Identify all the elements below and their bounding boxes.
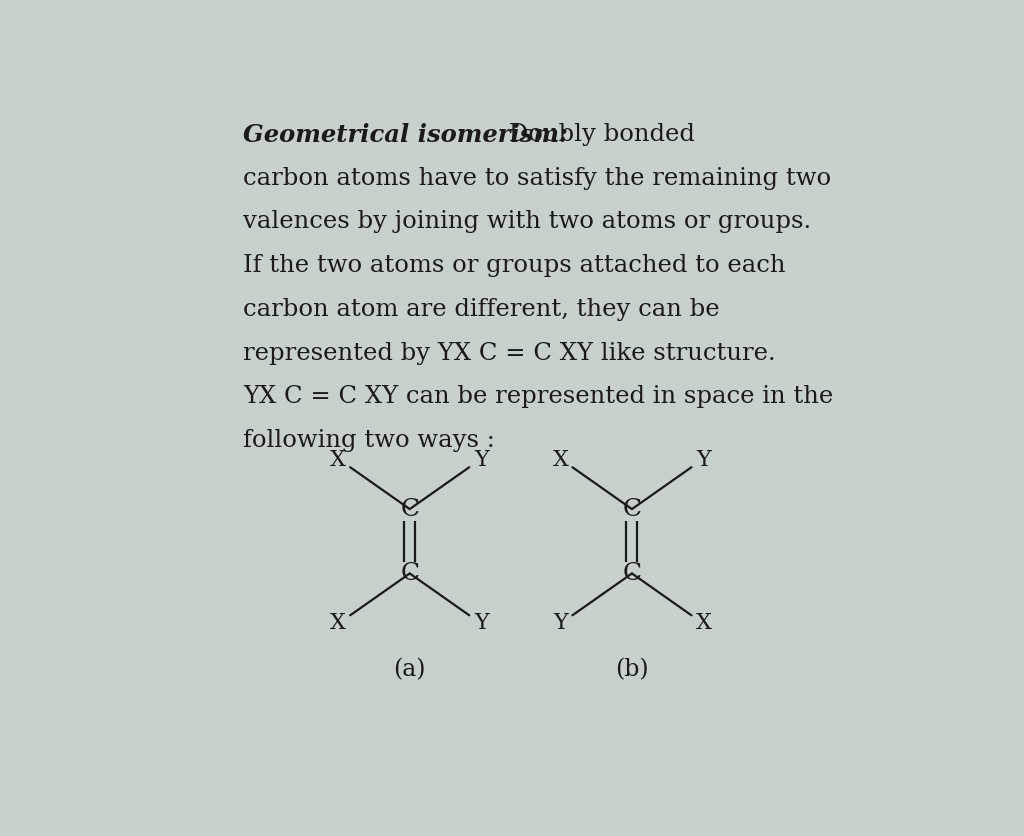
Text: carbon atoms have to satisfy the remaining two: carbon atoms have to satisfy the remaini…: [243, 166, 831, 190]
Text: Geometrical isomerism:: Geometrical isomerism:: [243, 123, 568, 147]
Text: X: X: [695, 612, 712, 634]
Text: carbon atom are different, they can be: carbon atom are different, they can be: [243, 298, 720, 321]
Text: valences by joining with two atoms or groups.: valences by joining with two atoms or gr…: [243, 211, 811, 233]
Text: Y: Y: [553, 612, 568, 634]
Text: represented by YX C = C XY like structure.: represented by YX C = C XY like structur…: [243, 342, 776, 364]
Text: C: C: [400, 562, 419, 585]
Text: C: C: [623, 562, 641, 585]
Text: (a): (a): [393, 659, 426, 681]
Text: Y: Y: [474, 449, 488, 471]
Text: X: X: [553, 449, 568, 471]
Text: Doubly bonded: Doubly bonded: [501, 123, 695, 145]
Text: X: X: [331, 449, 346, 471]
Text: following two ways :: following two ways :: [243, 429, 495, 452]
Text: (b): (b): [615, 659, 649, 681]
Text: X: X: [331, 612, 346, 634]
Text: Y: Y: [696, 449, 711, 471]
Text: If the two atoms or groups attached to each: If the two atoms or groups attached to e…: [243, 254, 785, 278]
Text: YX C = C XY can be represented in space in the: YX C = C XY can be represented in space …: [243, 385, 834, 409]
Text: C: C: [623, 497, 641, 521]
Text: C: C: [400, 497, 419, 521]
Text: Y: Y: [474, 612, 488, 634]
